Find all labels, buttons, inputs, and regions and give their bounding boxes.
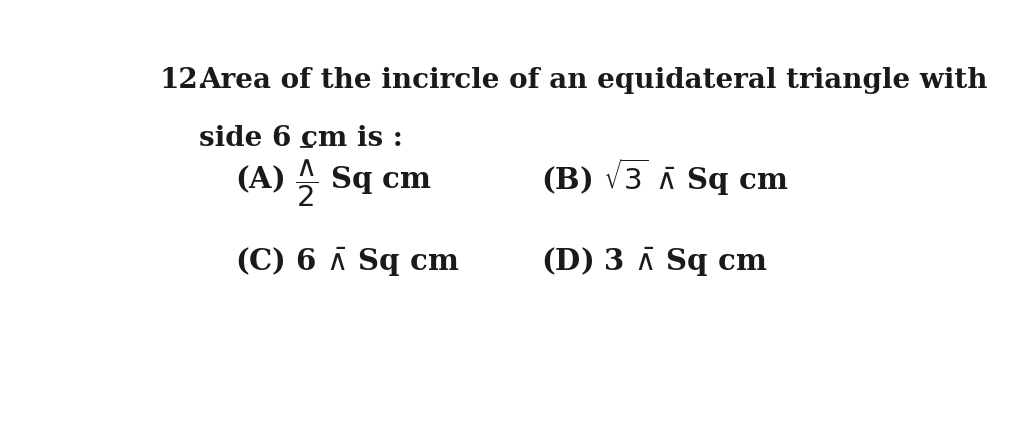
Text: (C) 6 $\bar{\wedge}$ Sq cm: (C) 6 $\bar{\wedge}$ Sq cm bbox=[236, 245, 460, 278]
Text: (A) $\dfrac{\overset{-}{\wedge}}{2}$ Sq cm: (A) $\dfrac{\overset{-}{\wedge}}{2}$ Sq … bbox=[236, 145, 432, 209]
Text: side 6 cm is :: side 6 cm is : bbox=[200, 125, 403, 152]
Text: Area of the incircle of an equidateral triangle with: Area of the incircle of an equidateral t… bbox=[200, 67, 988, 94]
Text: (D) 3 $\bar{\wedge}$ Sq cm: (D) 3 $\bar{\wedge}$ Sq cm bbox=[541, 245, 767, 278]
Text: (B) $\sqrt{3}\ \bar{\wedge}$ Sq cm: (B) $\sqrt{3}\ \bar{\wedge}$ Sq cm bbox=[541, 156, 788, 198]
Text: 12.: 12. bbox=[160, 67, 208, 94]
